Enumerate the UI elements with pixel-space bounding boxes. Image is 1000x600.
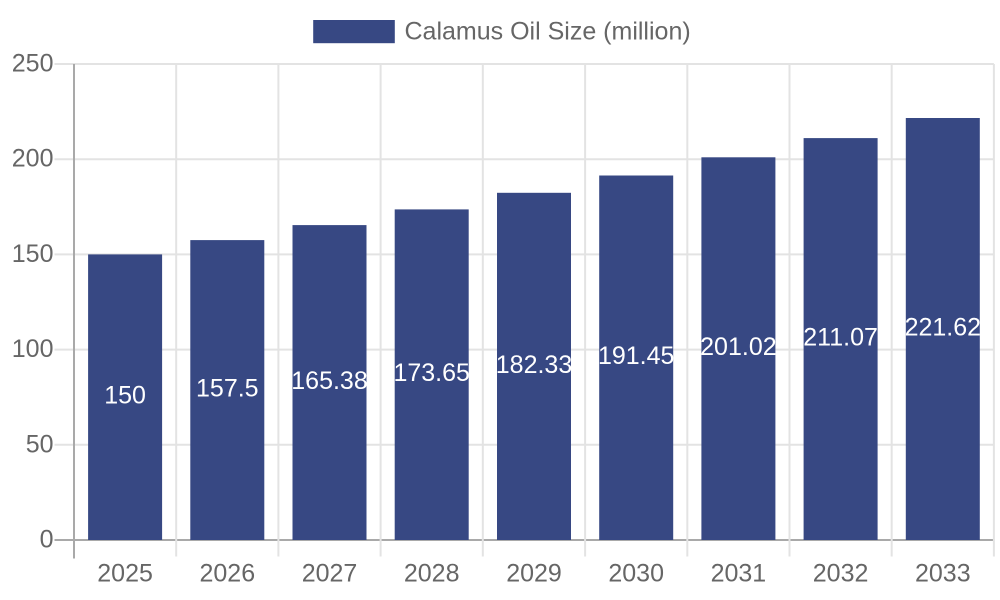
svg-text:Calamus Oil Size (million): Calamus Oil Size (million) (405, 18, 691, 46)
svg-text:2026: 2026 (199, 560, 255, 588)
svg-text:173.65: 173.65 (393, 359, 469, 387)
svg-text:2025: 2025 (97, 560, 153, 588)
svg-text:191.45: 191.45 (598, 342, 674, 370)
svg-text:157.5: 157.5 (196, 375, 259, 403)
svg-text:200: 200 (12, 145, 54, 173)
svg-text:0: 0 (40, 526, 54, 554)
svg-text:150: 150 (104, 382, 146, 410)
svg-text:2031: 2031 (711, 560, 767, 588)
svg-text:165.38: 165.38 (291, 367, 367, 395)
svg-text:50: 50 (26, 430, 54, 458)
svg-text:250: 250 (12, 50, 54, 78)
svg-text:2029: 2029 (506, 560, 562, 588)
svg-text:150: 150 (12, 240, 54, 268)
svg-text:2027: 2027 (302, 560, 358, 588)
svg-text:2033: 2033 (915, 560, 971, 588)
svg-text:2028: 2028 (404, 560, 460, 588)
svg-text:2030: 2030 (608, 560, 664, 588)
svg-text:211.07: 211.07 (803, 324, 878, 352)
svg-text:201.02: 201.02 (700, 333, 776, 361)
svg-text:100: 100 (12, 335, 54, 363)
svg-text:2032: 2032 (813, 560, 869, 588)
svg-text:221.62: 221.62 (905, 313, 981, 341)
svg-text:182.33: 182.33 (496, 351, 572, 379)
